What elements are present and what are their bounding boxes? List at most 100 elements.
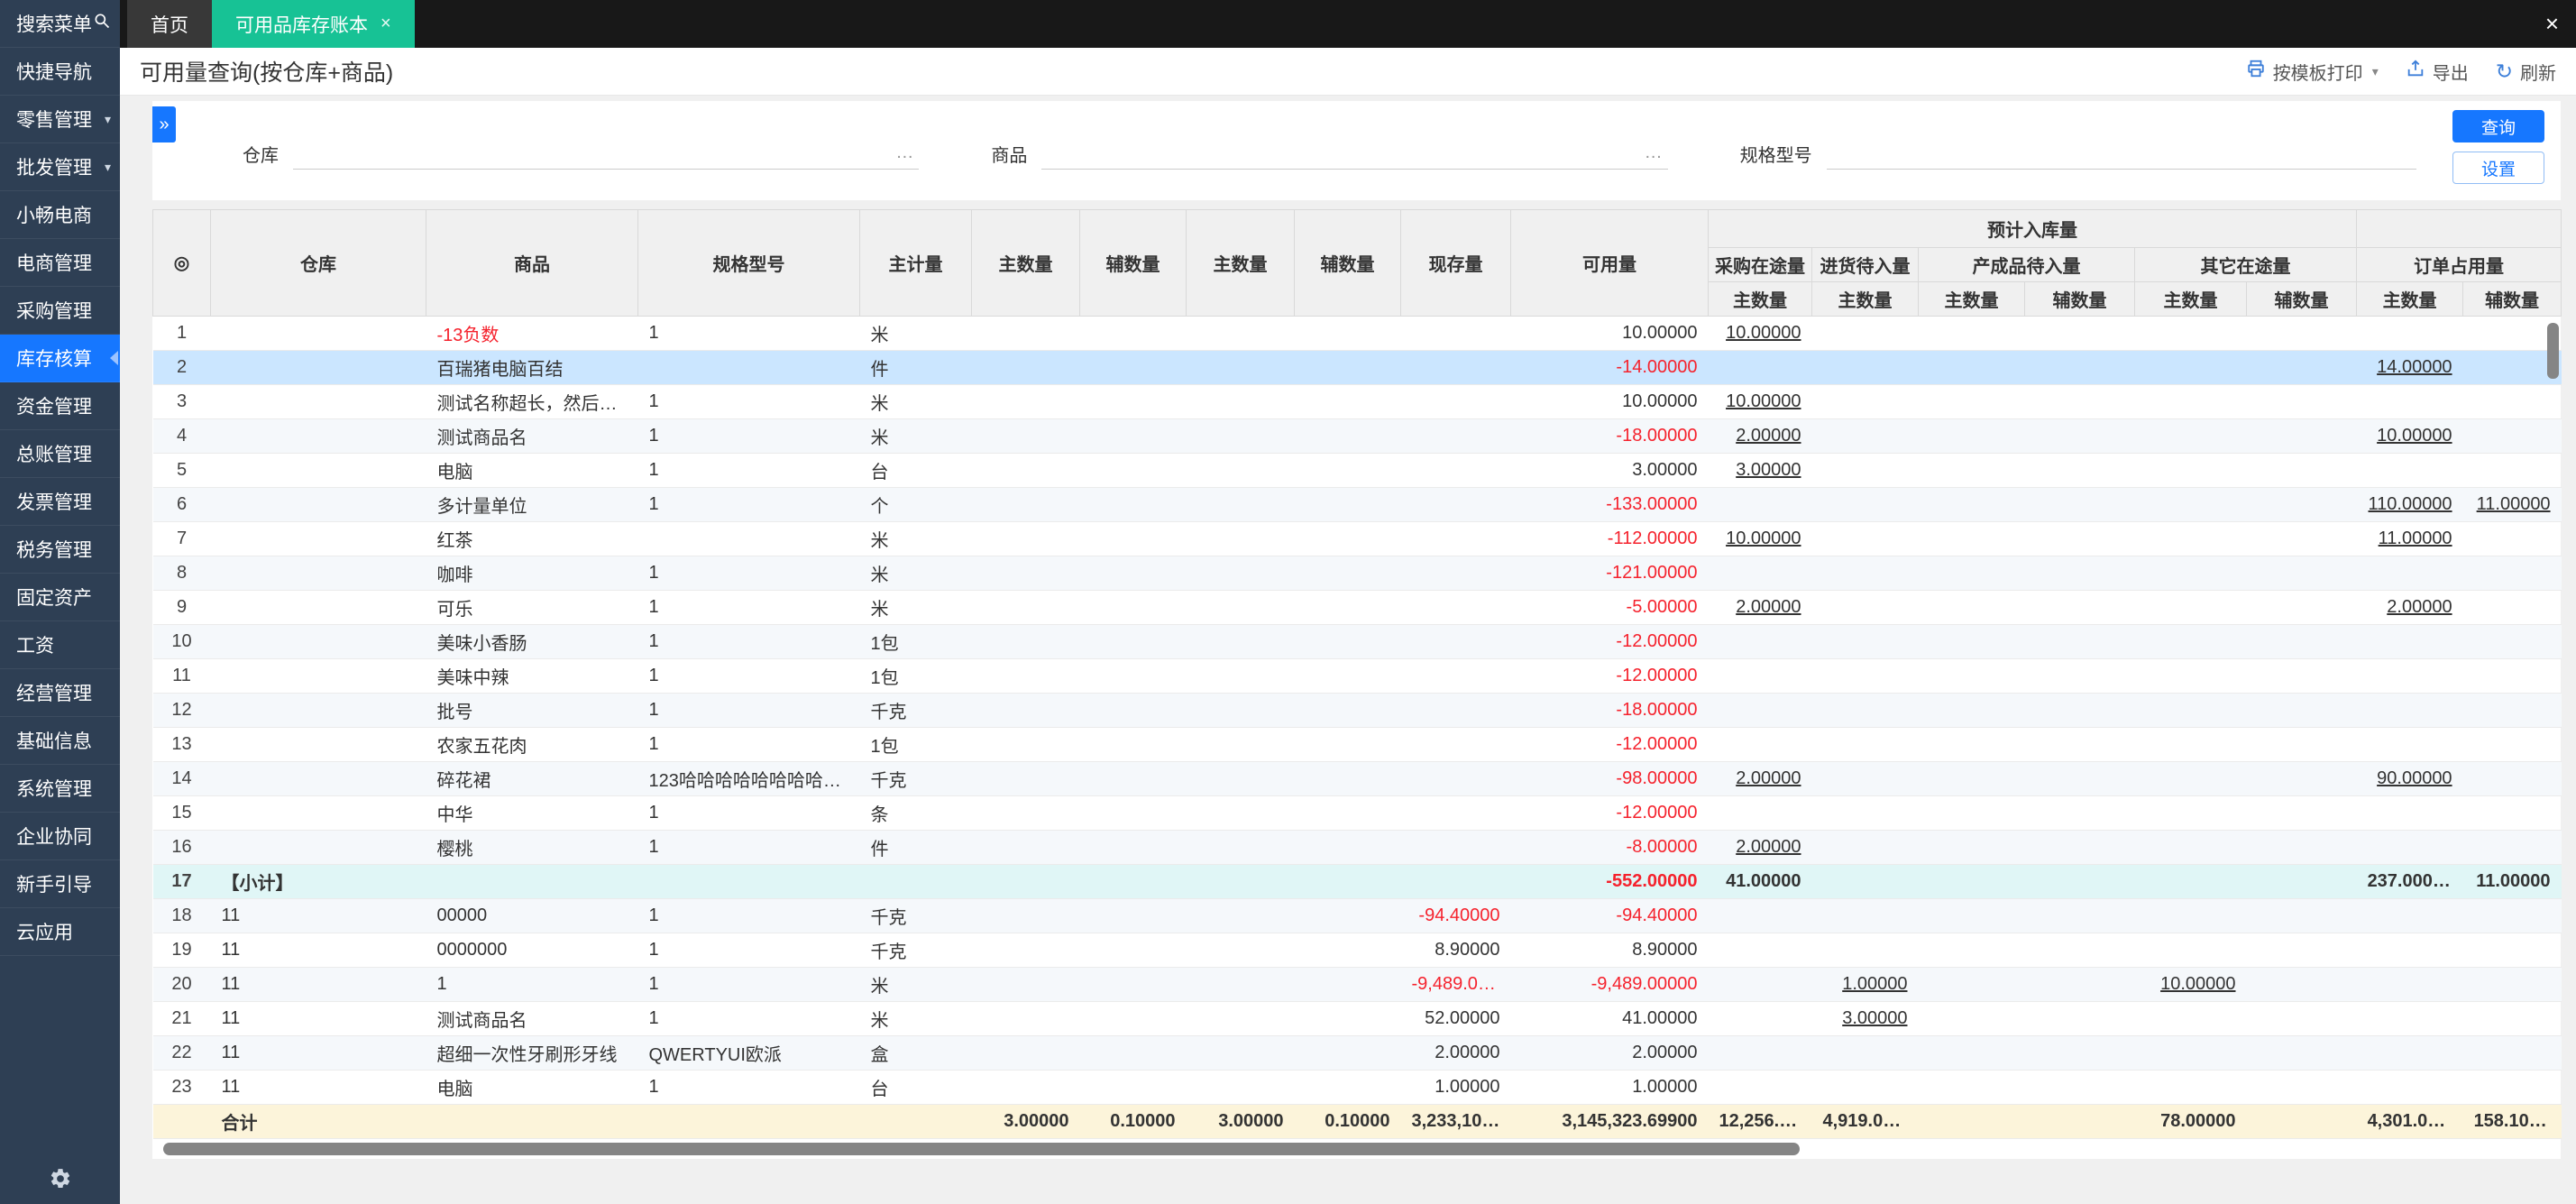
- table-row[interactable]: 23 11 电脑 1 台 1.00000 1.00000: [152, 1070, 2562, 1105]
- table-row[interactable]: 21 11 测试商品名 1 米 52.00000 41.00000 3.00000: [152, 1001, 2562, 1036]
- cell-order-main[interactable]: 90.00000: [2356, 761, 2463, 796]
- cell-incoming-wait: [1811, 384, 1919, 419]
- subtotal-row[interactable]: 17 【小计】 -552.00000 41.00000 237.00000 11.0000…: [152, 864, 2562, 899]
- sidebar-item-payroll[interactable]: 工资: [0, 621, 120, 669]
- cell-product: 碎花裙: [426, 761, 638, 796]
- cell-purchase-transit[interactable]: 10.00000: [1708, 316, 1812, 351]
- chevron-down-icon[interactable]: ▾: [2371, 63, 2379, 78]
- sidebar-item-tax[interactable]: 税务管理: [0, 526, 120, 574]
- table-row[interactable]: 12 批号 1 千克 -18.00000: [152, 693, 2562, 728]
- cell-qty-main-2: [1186, 1035, 1295, 1071]
- print-by-template-button[interactable]: 按模板打印 ▾: [2246, 59, 2379, 85]
- collapse-expander-button[interactable]: »: [152, 106, 176, 142]
- tab-available-stock-ledger[interactable]: 可用品库存账本 ×: [212, 0, 415, 48]
- cell-qty-aux-1: [1079, 350, 1187, 385]
- tab-close-icon[interactable]: ×: [380, 14, 391, 33]
- cell-purchase-transit[interactable]: 10.00000: [1708, 521, 1812, 556]
- sidebar-item-inventory-accounting[interactable]: 库存核算: [0, 335, 120, 382]
- table-row[interactable]: 8 咖啡 1 米 -121.00000: [152, 556, 2562, 591]
- sidebar-item-cloud-apps[interactable]: 云应用: [0, 908, 120, 956]
- sidebar-item-basic-info[interactable]: 基础信息: [0, 717, 120, 765]
- cell-order-main[interactable]: 14.00000: [2356, 350, 2463, 385]
- cell-incoming-wait: [1811, 521, 1919, 556]
- settings-button[interactable]: 设置: [2452, 152, 2544, 184]
- sidebar-item-ecommerce[interactable]: 电商管理: [0, 239, 120, 287]
- cell-qty-main-2: [1186, 693, 1295, 728]
- cell-purchase-transit[interactable]: 2.00000: [1708, 761, 1812, 796]
- window-close-icon[interactable]: ×: [2544, 10, 2560, 37]
- total-row[interactable]: 合计 3.00000 0.10000 3.00000 0.10000 3,233,105.…: [152, 1104, 2562, 1139]
- sidebar-item-system[interactable]: 系统管理: [0, 765, 120, 813]
- query-button[interactable]: 查询: [2452, 110, 2544, 142]
- refresh-button[interactable]: ↻ 刷新: [2496, 59, 2556, 85]
- cell-purchase-transit[interactable]: 2.00000: [1708, 830, 1812, 865]
- table-row[interactable]: 14 碎花裙123哈哈哈哈哈哈哈哈哈哈哈...千克 -98.000002.00000…: [152, 761, 2562, 796]
- cell-order-aux[interactable]: 11.00000: [2462, 487, 2562, 522]
- sidebar-item-fixed-assets[interactable]: 固定资产: [0, 574, 120, 621]
- cell-purchase-transit[interactable]: 2.00000: [1708, 590, 1812, 625]
- table-row[interactable]: 13 农家五花肉 1 1包 -12.00000: [152, 727, 2562, 762]
- table-row[interactable]: 15 中华 1 条 -12.00000: [152, 795, 2562, 831]
- cell-purchase-transit[interactable]: 2.00000: [1708, 418, 1812, 454]
- cell-order-main[interactable]: 2.00000: [2356, 590, 2463, 625]
- sidebar-item-invoice[interactable]: 发票管理: [0, 478, 120, 526]
- product-picker-dots-icon[interactable]: …: [1644, 142, 1663, 162]
- horizontal-scrollbar[interactable]: [163, 1143, 1800, 1155]
- table-row[interactable]: 16 樱桃 1 件 -8.00000 2.00000: [152, 830, 2562, 865]
- export-button[interactable]: 导出: [2406, 59, 2469, 85]
- table-row[interactable]: 4 测试商品名 1 米 -18.00000 2.00000 10.00000: [152, 418, 2562, 454]
- table-row[interactable]: 7 红茶 米 -112.00000 10.00000 11.00000: [152, 521, 2562, 556]
- column-settings-icon[interactable]: ◎: [152, 209, 211, 317]
- cell-unit: 千克: [859, 761, 972, 796]
- cell-purchase-transit[interactable]: 3.00000: [1708, 453, 1812, 488]
- settings-gear-button[interactable]: [0, 1167, 120, 1195]
- cell-incoming-wait[interactable]: 1.00000: [1811, 967, 1919, 1002]
- cell-order-main[interactable]: 11.00000: [2356, 521, 2463, 556]
- vertical-scrollbar[interactable]: [2547, 323, 2559, 379]
- cell-incoming-wait[interactable]: 3.00000: [1811, 1001, 1919, 1036]
- cell-purchase-transit[interactable]: 10.00000: [1708, 384, 1812, 419]
- sidebar-item-purchasing[interactable]: 采购管理: [0, 287, 120, 335]
- table-row[interactable]: 10 美味小香肠 1 1包 -12.00000: [152, 624, 2562, 659]
- sidebar-item-wholesale[interactable]: 批发管理 ▾: [0, 143, 120, 191]
- cell-other-main[interactable]: 10.00000: [2134, 967, 2247, 1002]
- table-row[interactable]: 19 11 0000000 1 千克 8.90000 8.90000: [152, 933, 2562, 968]
- table-row[interactable]: 20 11 1 1 米 -9,489.000... -9,489.00000 1.00000 1…: [152, 967, 2562, 1002]
- sidebar-item-operations[interactable]: 经营管理: [0, 669, 120, 717]
- warehouse-input[interactable]: …: [293, 137, 920, 170]
- sidebar-item-funds[interactable]: 资金管理: [0, 382, 120, 430]
- cell-avail: -8.00000: [1510, 830, 1709, 865]
- cell-order-main[interactable]: 10.00000: [2356, 418, 2463, 454]
- table-row[interactable]: 9 可乐 1 米 -5.00000 2.00000 2.00000: [152, 590, 2562, 625]
- sidebar-item-quick-nav[interactable]: 快捷导航: [0, 48, 120, 96]
- sidebar-item-beginner-guide[interactable]: 新手引导: [0, 860, 120, 908]
- cell-other-aux: [2246, 1104, 2357, 1139]
- table-row[interactable]: 18 11 00000 1 千克 -94.40000 -94.40000: [152, 898, 2562, 933]
- spec-input[interactable]: [1826, 137, 2416, 170]
- cell-other-main: [2134, 864, 2247, 899]
- product-input[interactable]: …: [1041, 137, 1668, 170]
- tab-label: 首页: [151, 14, 188, 36]
- table-row[interactable]: 1 -13负数 1 米 10.00000 10.00000: [152, 316, 2562, 351]
- warehouse-picker-dots-icon[interactable]: …: [895, 142, 914, 162]
- sidebar-item-xiaochang-ecommerce[interactable]: 小畅电商: [0, 191, 120, 239]
- table-row[interactable]: 5 电脑 1 台 3.00000 3.00000: [152, 453, 2562, 488]
- cell-order-main: [2356, 727, 2463, 762]
- cell-other-main: 78.00000: [2134, 1104, 2247, 1139]
- cell-qty-aux-1: [1079, 864, 1187, 899]
- sidebar-item-general-ledger[interactable]: 总账管理: [0, 430, 120, 478]
- cell-num: 6: [152, 487, 211, 522]
- table-row[interactable]: 22 11 超细一次性牙刷形牙线 QWERTYUI欧派盒 2.00000 2.00000: [152, 1035, 2562, 1071]
- sidebar-item-enterprise-collab[interactable]: 企业协同: [0, 813, 120, 860]
- table-row[interactable]: 11 美味中辣 1 1包 -12.00000: [152, 658, 2562, 694]
- table-row[interactable]: 2 百瑞猪电脑百结 件 -14.00000 14.00000: [152, 350, 2562, 385]
- table-row[interactable]: 6 多计量单位 1 个 -133.00000 110.00000 11.00000: [152, 487, 2562, 522]
- cell-order-main[interactable]: 110.00000: [2356, 487, 2463, 522]
- cell-purchase-transit: [1708, 556, 1812, 591]
- cell-product: 咖啡: [426, 556, 638, 591]
- sidebar-search[interactable]: 搜索菜单: [0, 0, 120, 48]
- cell-spec: [637, 864, 860, 899]
- tab-home[interactable]: 首页: [127, 0, 212, 48]
- sidebar-item-retail[interactable]: 零售管理 ▾: [0, 96, 120, 143]
